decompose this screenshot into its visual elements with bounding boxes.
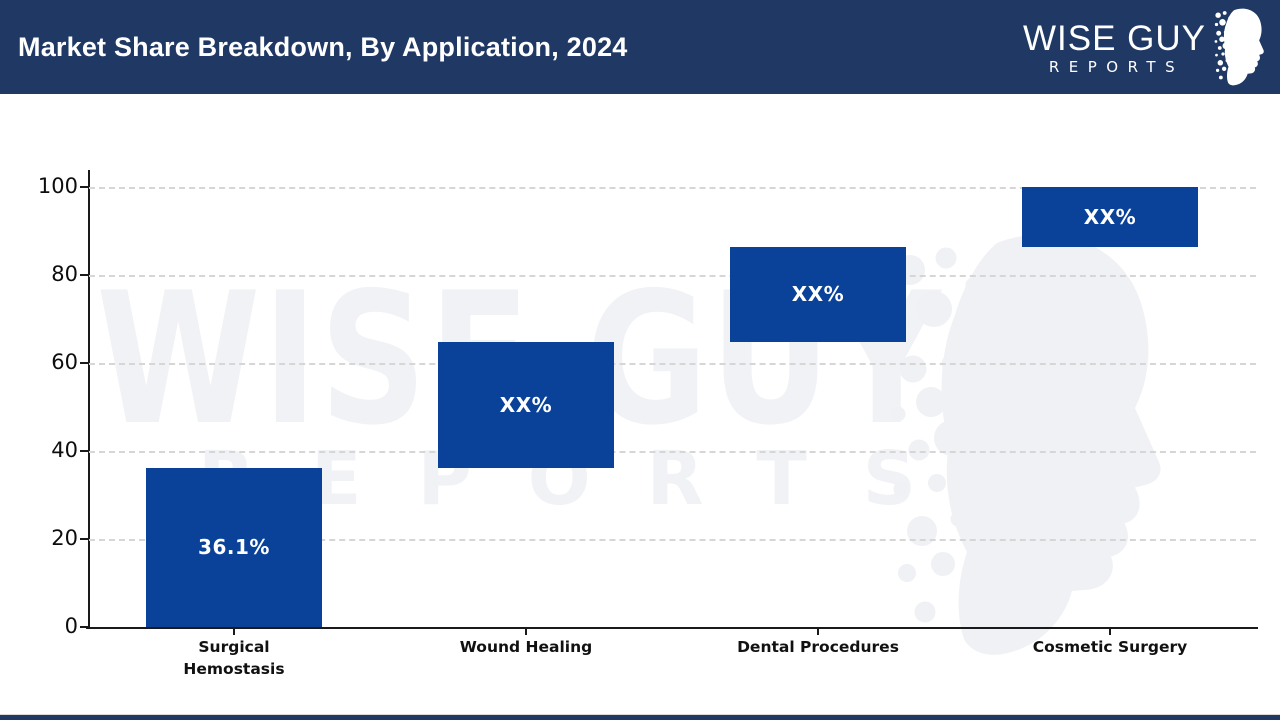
x-axis-tick — [525, 629, 527, 635]
gridline — [89, 274, 1256, 277]
y-axis-tick-label: 100 — [37, 173, 78, 198]
y-axis-tick — [80, 273, 88, 276]
x-axis-category-label: Wound Healing — [459, 638, 593, 656]
y-axis-tick-label: 80 — [51, 261, 78, 286]
bar-value-label: XX% — [791, 282, 845, 307]
header-bar: Market Share Breakdown, By Application, … — [0, 0, 1280, 94]
wise-guy-logo: WISE GUY REPORTS — [1023, 6, 1268, 90]
x-axis-tick — [233, 629, 235, 635]
gridline — [89, 450, 1256, 453]
bar-value-label: 36.1% — [198, 535, 270, 560]
x-axis-tick — [1109, 629, 1111, 635]
bar-surgical-hemostasis: 36.1% — [146, 468, 322, 627]
bar-dental-procedures: XX% — [730, 246, 906, 343]
y-axis-tick — [80, 626, 88, 628]
gridline — [89, 538, 1256, 541]
y-axis-line — [88, 170, 90, 629]
footer-divider — [0, 714, 1280, 715]
y-axis-tick-label: 0 — [64, 614, 78, 638]
bar-value-label: XX% — [1083, 204, 1137, 229]
x-axis-category-label: Surgical Hemostasis — [183, 638, 285, 678]
bar-wound-healing: XX% — [438, 342, 614, 468]
bar-value-label: XX% — [499, 393, 553, 418]
y-axis-tick-label: 20 — [51, 525, 78, 550]
x-axis-category-label: Dental Procedures — [737, 638, 899, 656]
y-axis-tick — [80, 537, 88, 540]
gridline — [89, 362, 1256, 365]
waterfall-chart: 0 20 40 60 80 100 36.1% Surgical Hemostasis XX% W… — [0, 94, 1280, 720]
y-axis-tick — [80, 449, 88, 452]
x-axis-line — [86, 627, 1258, 629]
logo-head-icon — [1212, 7, 1268, 89]
gridline — [89, 186, 1256, 189]
bar-cosmetic-surgery: XX% — [1022, 186, 1198, 247]
logo-wordmark: WISE GUY REPORTS — [1022, 18, 1206, 76]
x-axis-tick — [817, 629, 819, 635]
y-axis-tick-label: 60 — [51, 349, 78, 374]
x-axis-category-label: Cosmetic Surgery — [1032, 638, 1188, 656]
y-axis-tick — [80, 361, 88, 364]
page-title: Market Share Breakdown, By Application, … — [18, 31, 628, 62]
y-axis-tick — [80, 185, 88, 188]
logo-line1: WISE GUY — [1022, 18, 1206, 58]
logo-line2: REPORTS — [1048, 57, 1185, 76]
y-axis-tick-label: 40 — [51, 437, 78, 462]
footer-bar — [0, 715, 1280, 720]
